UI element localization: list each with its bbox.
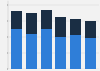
Bar <box>55 37 66 69</box>
Bar <box>41 10 52 29</box>
Bar <box>55 17 66 37</box>
Bar <box>11 11 22 29</box>
Bar <box>85 38 96 69</box>
Bar <box>41 29 52 69</box>
Bar <box>70 36 81 69</box>
Bar <box>11 29 22 69</box>
Bar <box>26 13 37 34</box>
Bar <box>70 19 81 36</box>
Bar <box>85 21 96 38</box>
Bar <box>26 34 37 69</box>
